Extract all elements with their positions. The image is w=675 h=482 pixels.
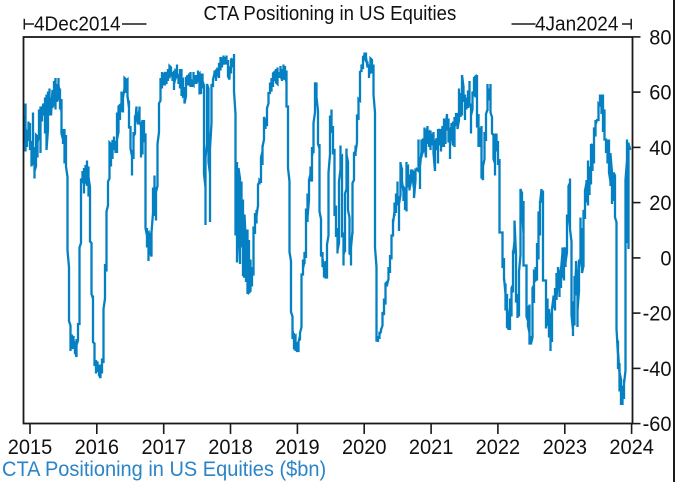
svg-text:0: 0	[660, 247, 671, 271]
svg-text:2023: 2023	[543, 435, 587, 459]
svg-text:20: 20	[649, 192, 671, 216]
svg-text:60: 60	[649, 81, 671, 105]
svg-text:4Jan2024: 4Jan2024	[535, 13, 618, 36]
svg-text:80: 80	[649, 26, 671, 50]
svg-text:2016: 2016	[75, 435, 119, 459]
svg-text:2021: 2021	[409, 435, 453, 459]
svg-text:2024: 2024	[609, 435, 653, 459]
svg-text:2018: 2018	[208, 435, 252, 459]
svg-text:4Dec2014: 4Dec2014	[34, 13, 121, 36]
svg-text:2020: 2020	[342, 435, 386, 459]
svg-text:2015: 2015	[8, 435, 52, 459]
svg-text:CTA Positioning in US Equities: CTA Positioning in US Equities	[204, 2, 457, 25]
svg-text:2019: 2019	[275, 435, 319, 459]
svg-text:CTA Positioning in US Equities: CTA Positioning in US Equities ($bn)	[2, 457, 326, 481]
svg-text:2017: 2017	[141, 435, 185, 459]
svg-text:-40: -40	[643, 357, 672, 381]
svg-text:2022: 2022	[476, 435, 520, 459]
svg-text:40: 40	[649, 136, 671, 160]
svg-text:-20: -20	[643, 302, 672, 326]
svg-text:-60: -60	[643, 413, 672, 437]
